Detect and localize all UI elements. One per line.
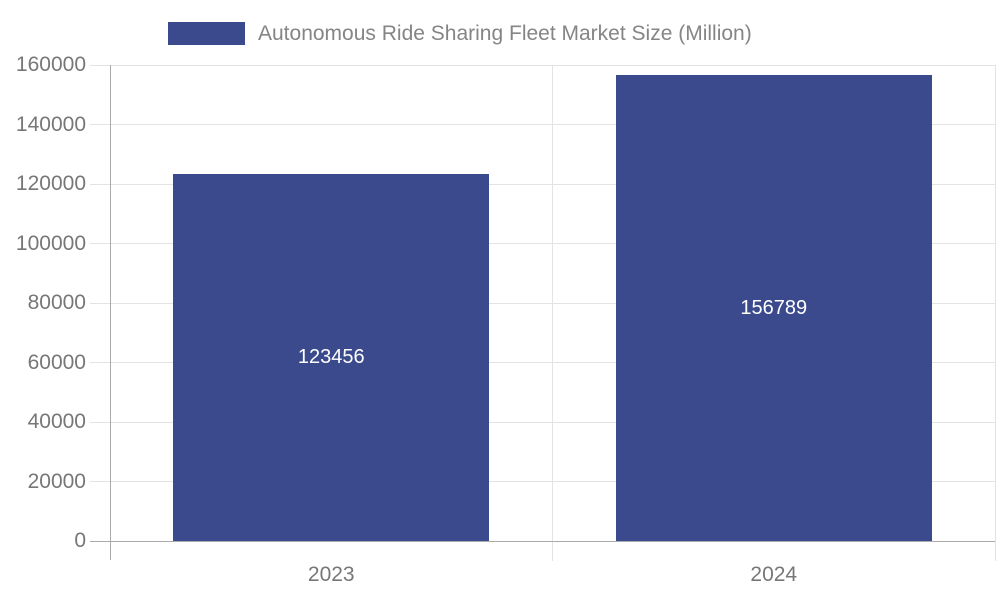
y-axis-tick-label: 120000 [15, 172, 86, 195]
x-axis-tick-label: 2024 [750, 563, 798, 586]
y-gridline [90, 481, 995, 482]
y-axis-tick-label: 0 [74, 529, 86, 552]
x-gridline [994, 65, 996, 561]
y-gridline [90, 64, 995, 66]
y-gridline [90, 362, 995, 363]
y-gridline [90, 302, 995, 304]
y-axis-tick-label: 160000 [15, 53, 86, 76]
legend-swatch-icon [168, 22, 245, 45]
x-axis-tick-label: 2023 [307, 563, 355, 586]
y-axis-line [109, 65, 111, 560]
x-axis-line [90, 540, 995, 542]
y-gridline [90, 183, 995, 185]
y-axis-tick-label: 60000 [27, 350, 86, 374]
y-gridline [90, 421, 995, 423]
bar-2024 [615, 74, 932, 541]
y-axis-tick-label: 80000 [27, 291, 86, 314]
y-gridline [90, 124, 995, 125]
bar-2023 [173, 173, 490, 541]
bar-value-label: 123456 [297, 346, 365, 369]
y-axis-tick-label: 140000 [15, 112, 86, 136]
y-axis-tick-label: 100000 [15, 231, 86, 255]
bar-value-label: 156789 [740, 296, 808, 319]
y-axis-tick-label: 20000 [27, 469, 86, 493]
chart-title: Autonomous Ride Sharing Fleet Market Siz… [258, 21, 752, 45]
y-gridline [90, 243, 995, 244]
y-axis-tick-label: 40000 [27, 410, 86, 433]
x-gridline [552, 65, 553, 561]
chart-legend: Autonomous Ride Sharing Fleet Market Siz… [168, 20, 752, 47]
